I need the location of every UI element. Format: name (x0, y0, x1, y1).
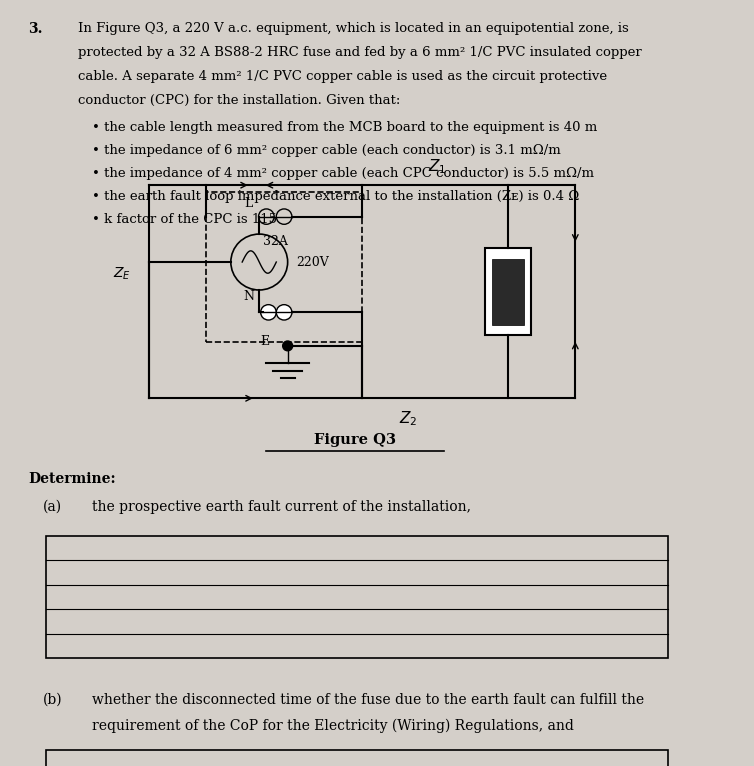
Circle shape (283, 341, 293, 351)
Text: protected by a 32 A BS88-2 HRC fuse and fed by a 6 mm² 1/C PVC insulated copper: protected by a 32 A BS88-2 HRC fuse and … (78, 46, 642, 59)
Circle shape (276, 305, 292, 320)
Text: $Z_2$: $Z_2$ (399, 410, 418, 428)
Text: $Z_E$: $Z_E$ (113, 266, 131, 283)
Text: E: E (261, 336, 270, 349)
Text: 32A: 32A (263, 235, 288, 247)
Text: conductor (CPC) for the installation. Given that:: conductor (CPC) for the installation. Gi… (78, 93, 400, 106)
Text: N: N (244, 290, 254, 303)
Text: • the impedance of 6 mm² copper cable (each conductor) is 3.1 mΩ/m: • the impedance of 6 mm² copper cable (e… (92, 144, 561, 157)
Bar (46, 751, 667, 766)
Text: In Figure Q3, a 220 V a.c. equipment, which is located in an equipotential zone,: In Figure Q3, a 220 V a.c. equipment, wh… (78, 22, 629, 35)
Text: (a): (a) (43, 499, 62, 514)
Bar (206, 192, 362, 342)
Text: • the earth fault loop impedance external to the installation (Zᴇ) is 0.4 Ω: • the earth fault loop impedance externa… (92, 190, 580, 203)
Text: Figure Q3: Figure Q3 (314, 434, 396, 447)
Text: • the impedance of 4 mm² copper cable (each CPC conductor) is 5.5 mΩ/m: • the impedance of 4 mm² copper cable (e… (92, 167, 594, 180)
Text: L: L (244, 197, 252, 210)
Bar (46, 536, 667, 658)
Text: the prospective earth fault current of the installation,: the prospective earth fault current of t… (92, 499, 471, 514)
Text: whether the disconnected time of the fuse due to the earth fault can fulfill the: whether the disconnected time of the fus… (92, 693, 645, 707)
Text: requirement of the CoP for the Electricity (Wiring) Regulations, and: requirement of the CoP for the Electrici… (92, 719, 575, 733)
Bar (492, 259, 524, 325)
Text: cable. A separate 4 mm² 1/C PVC copper cable is used as the circuit protective: cable. A separate 4 mm² 1/C PVC copper c… (78, 70, 607, 83)
Bar (485, 248, 531, 336)
Text: 3.: 3. (29, 22, 43, 36)
Text: 220V: 220V (296, 256, 329, 269)
Text: $Z_1$: $Z_1$ (428, 157, 446, 176)
Text: • the cable length measured from the MCB board to the equipment is 40 m: • the cable length measured from the MCB… (92, 121, 598, 134)
Circle shape (261, 305, 276, 320)
Text: (b): (b) (43, 693, 63, 707)
Text: • k factor of the CPC is 115: • k factor of the CPC is 115 (92, 213, 277, 226)
Text: Determine:: Determine: (29, 472, 116, 486)
